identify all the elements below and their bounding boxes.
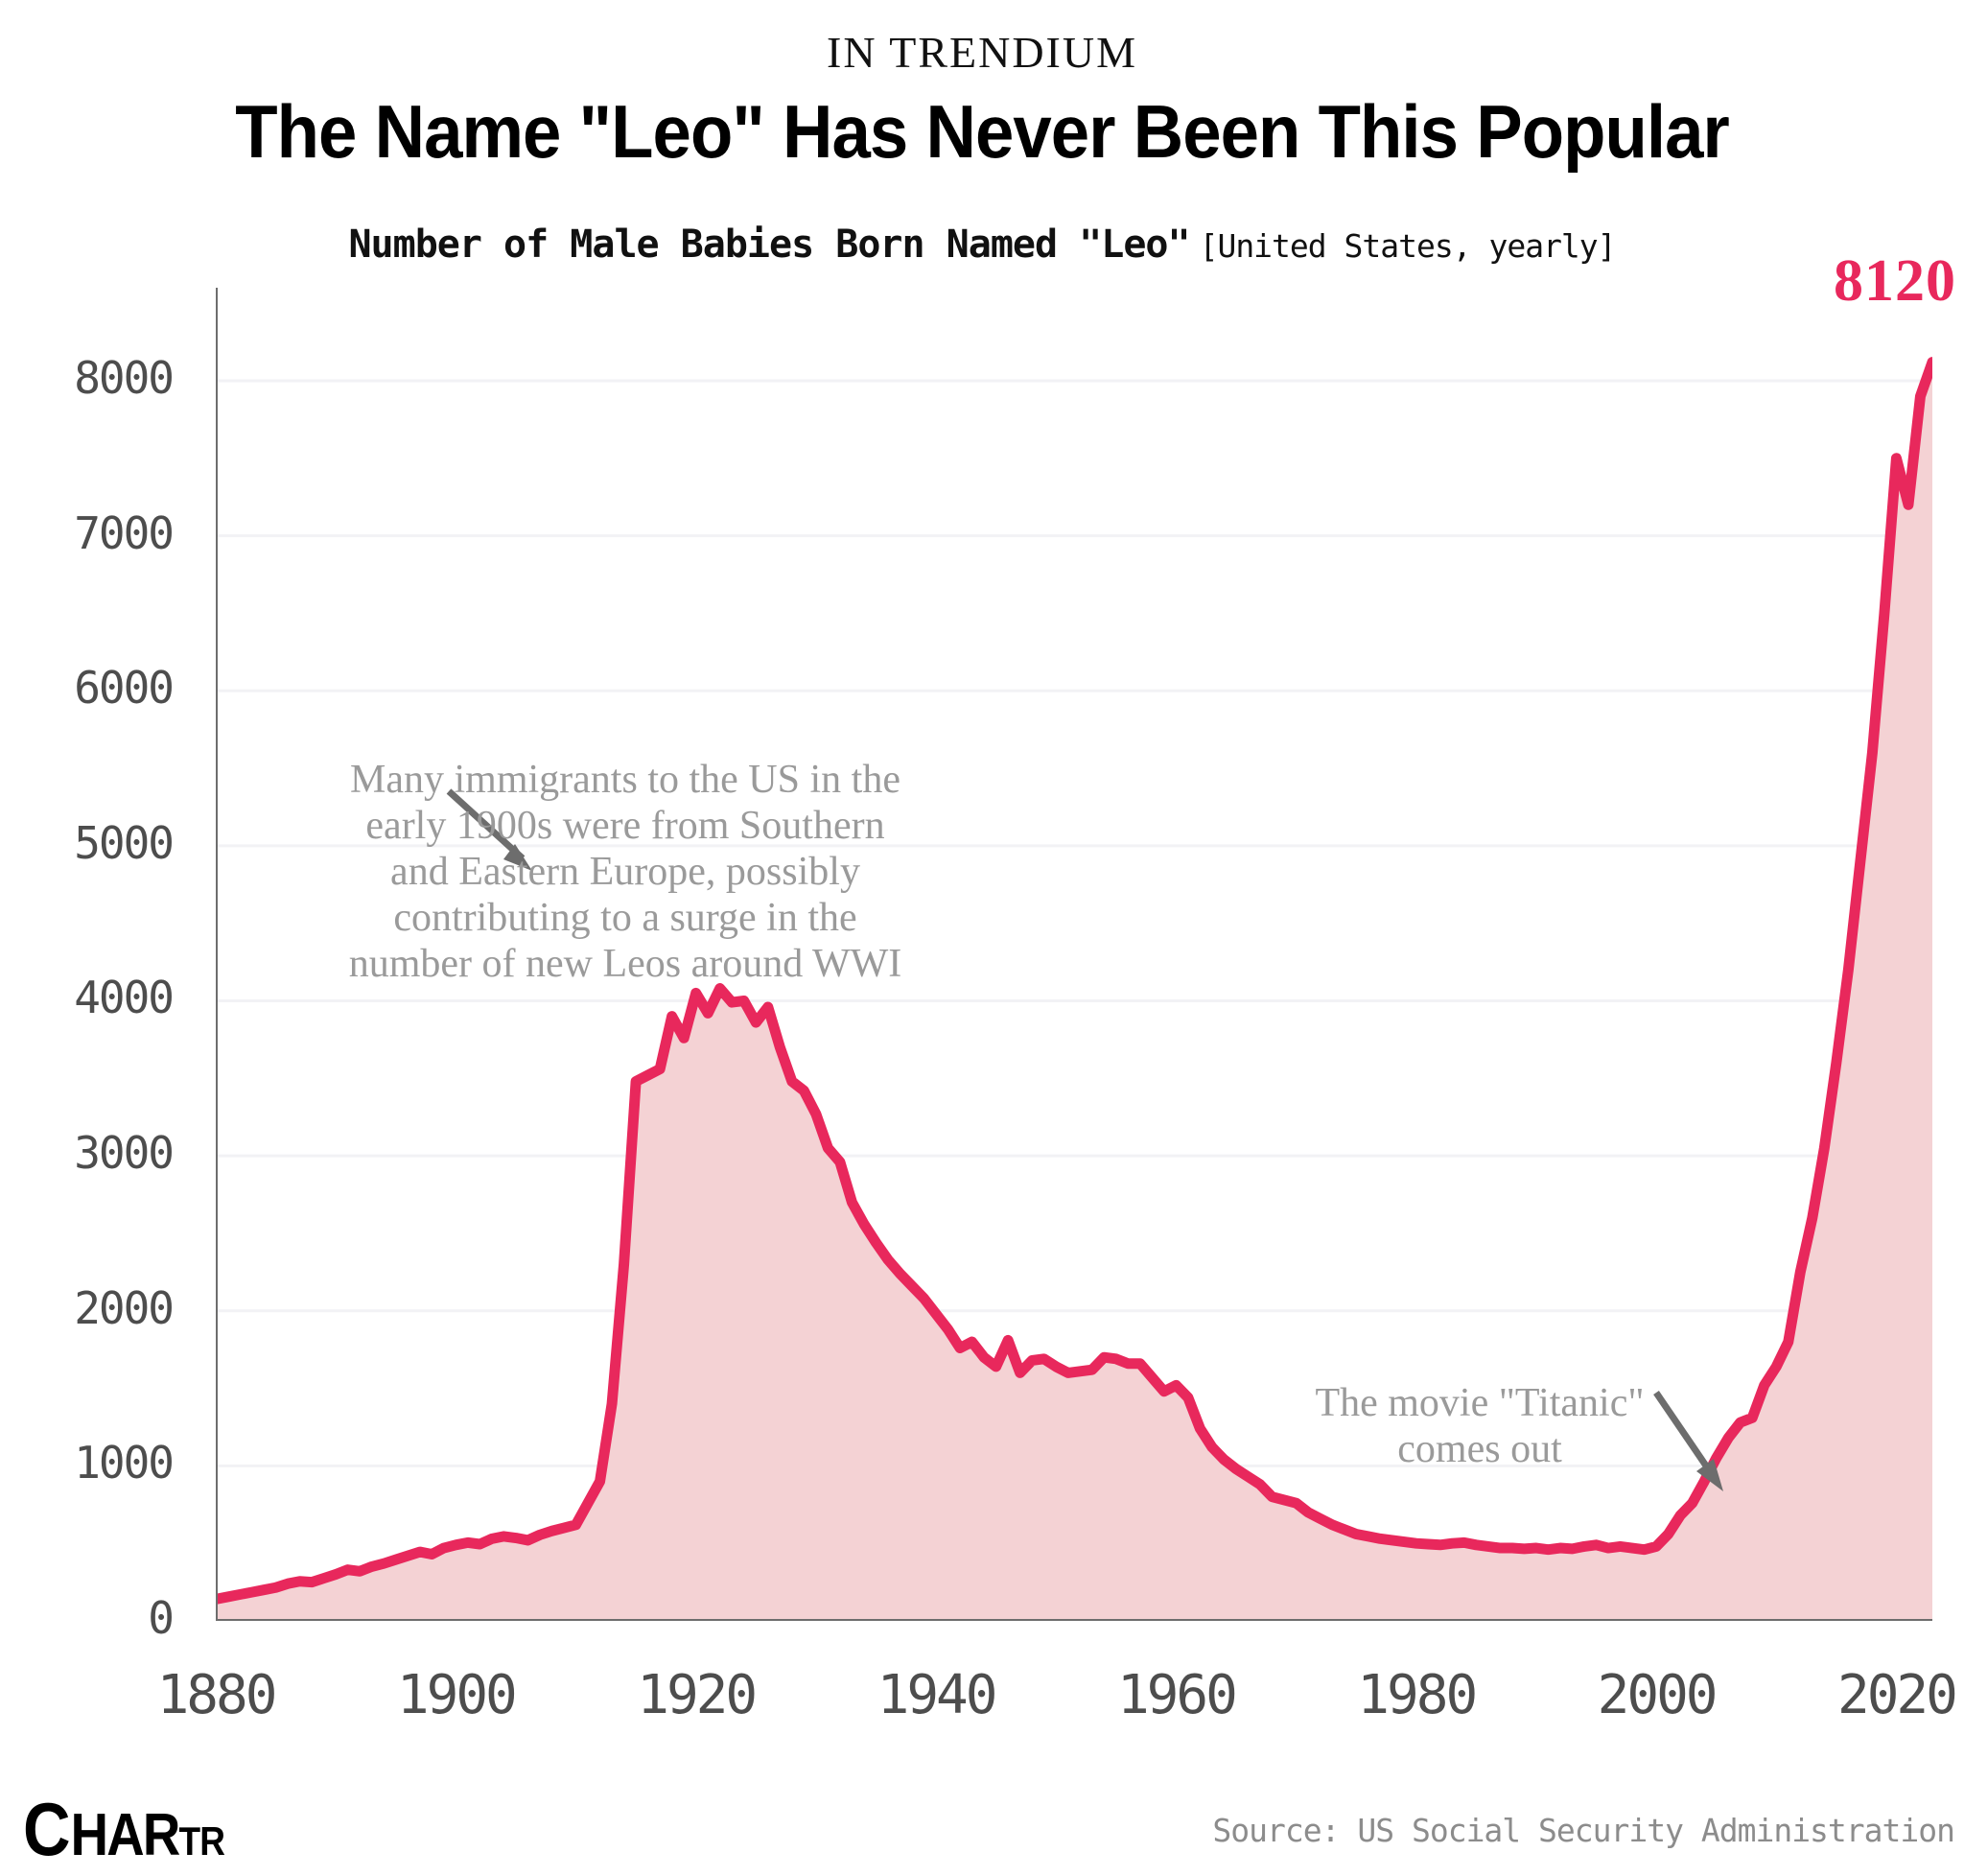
y-axis-tick-label: 0: [148, 1592, 175, 1644]
x-axis-tick-label: 1880: [156, 1664, 278, 1726]
gridlines: [216, 379, 1932, 1467]
area-chart-svg: [216, 288, 1932, 1621]
x-axis-tick-label: 2000: [1597, 1664, 1718, 1726]
subtitle-bracket: [United States, yearly]: [1199, 227, 1617, 265]
chartr-logo: CHARTR: [23, 1792, 225, 1868]
y-axis-tick-label: 3000: [74, 1127, 175, 1180]
logo-c: C: [23, 1787, 71, 1871]
immigration-annotation: Many immigrants to the US in the early 1…: [348, 758, 902, 986]
series-line: [216, 357, 1932, 1605]
x-axis-tick-label: 1960: [1116, 1664, 1238, 1726]
chart-subtitle: Number of Male Babies Born Named "Leo" [U…: [0, 223, 1964, 267]
logo-tr: TR: [178, 1818, 225, 1864]
x-axis-tick-label: 1920: [637, 1664, 758, 1726]
page-title: The Name "Leo" Has Never Been This Popul…: [235, 89, 1730, 174]
series-area-fill: [216, 362, 1932, 1621]
x-axis-tick-label: 1940: [877, 1664, 998, 1726]
y-axis-tick-label: 5000: [74, 816, 175, 869]
kicker: IN TRENDIUM: [827, 28, 1137, 77]
x-axis-tick-label: 1900: [396, 1664, 518, 1726]
y-axis-tick-label: 4000: [74, 972, 175, 1024]
y-axis-tick-label: 8000: [74, 351, 175, 404]
y-axis-tick-label: 7000: [74, 506, 175, 559]
end-value-label: 8120: [1834, 248, 1956, 314]
logo-har: HAR: [70, 1802, 181, 1868]
titanic-annotation: The movie "Titanic" comes out: [1315, 1381, 1645, 1471]
x-axis-tick-label: 1980: [1357, 1664, 1478, 1726]
y-axis-tick-label: 6000: [74, 662, 175, 715]
immigration-arrow: [446, 788, 532, 871]
x-axis-tick-label: 2020: [1837, 1664, 1958, 1726]
titanic-arrow: [1653, 1391, 1723, 1491]
y-axis-tick-label: 1000: [74, 1437, 175, 1489]
subtitle-main: Number of Male Babies Born Named "Leo": [348, 223, 1190, 267]
source-note: Source: US Social Security Administratio…: [1212, 1812, 1955, 1849]
chart-plot-area: 0 1000 2000 3000 4000 5000 6000 7000 8000: [74, 288, 1932, 1644]
y-axis-tick-label: 2000: [74, 1281, 175, 1334]
